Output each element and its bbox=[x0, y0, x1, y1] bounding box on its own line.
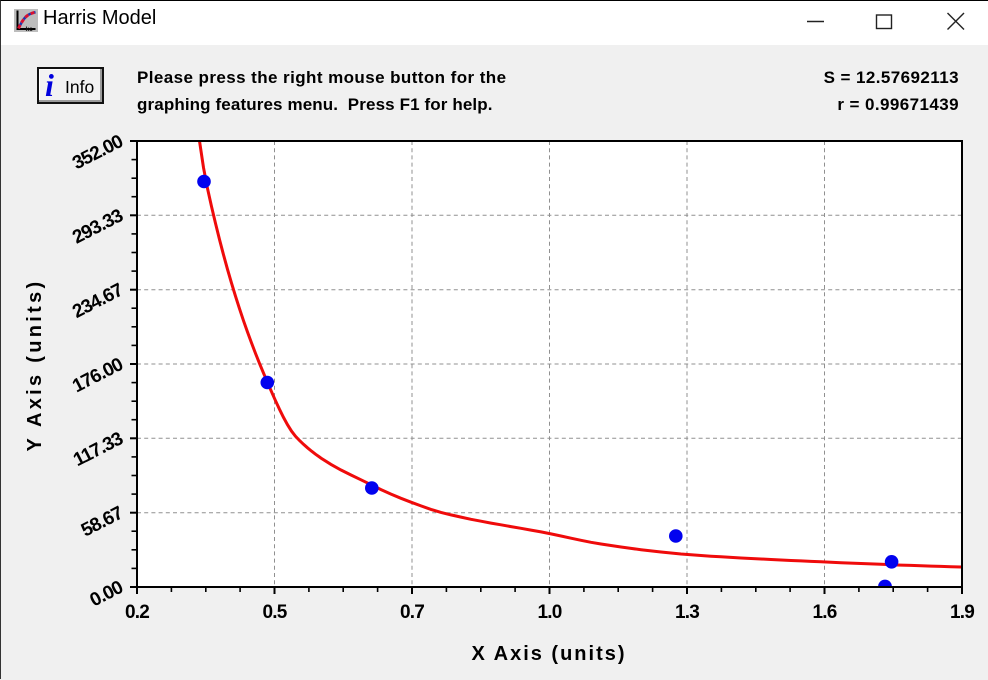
svg-text:i: i bbox=[45, 72, 54, 100]
svg-text:0.00: 0.00 bbox=[87, 577, 127, 611]
svg-text:176.00: 176.00 bbox=[69, 354, 126, 397]
svg-text:58.67: 58.67 bbox=[78, 503, 127, 542]
svg-text:1.6: 1.6 bbox=[812, 602, 836, 623]
svg-text:X Axis (units): X Axis (units) bbox=[471, 643, 626, 665]
svg-text:1.9: 1.9 bbox=[950, 602, 974, 623]
svg-text:117.33: 117.33 bbox=[70, 428, 126, 471]
svg-text:1.0: 1.0 bbox=[537, 602, 561, 623]
svg-text:Y Axis (units): Y Axis (units) bbox=[24, 279, 46, 452]
svg-text:293.33: 293.33 bbox=[69, 205, 126, 248]
svg-text:0.5: 0.5 bbox=[262, 602, 287, 623]
svg-text:0.2: 0.2 bbox=[125, 602, 149, 623]
svg-text:234.67: 234.67 bbox=[69, 280, 126, 323]
svg-text:0.7: 0.7 bbox=[400, 602, 424, 623]
svg-text:352.00: 352.00 bbox=[69, 131, 126, 174]
svg-text:kc: kc bbox=[26, 26, 34, 32]
svg-text:1.3: 1.3 bbox=[675, 602, 699, 623]
